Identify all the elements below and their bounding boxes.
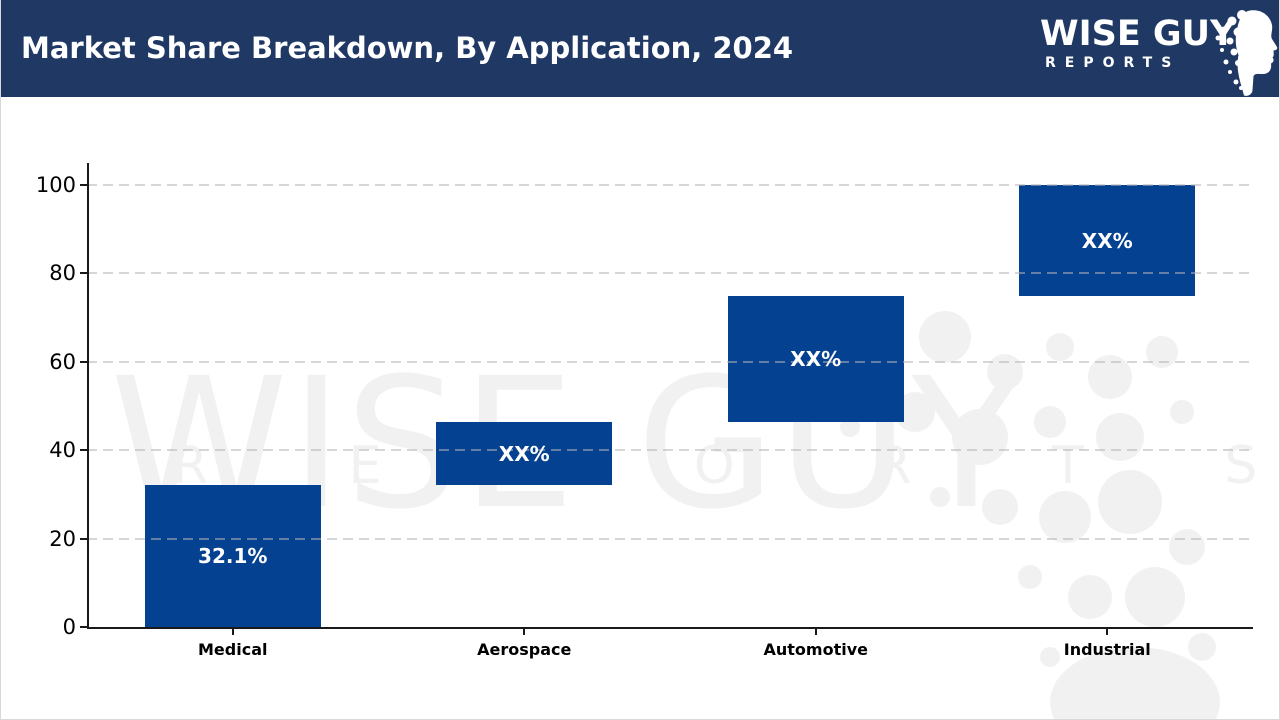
bar-label-box-aerospace: XX% xyxy=(436,422,612,485)
y-tick-mark-40 xyxy=(80,449,87,452)
y-tick-label-100: 100 xyxy=(35,173,76,197)
page-title: Market Share Breakdown, By Application, … xyxy=(21,31,794,65)
x-axis-spine xyxy=(87,627,1253,629)
x-tick-mark-aerospace xyxy=(523,629,526,635)
x-axis-label-medical: Medical xyxy=(198,640,268,659)
gridline-100 xyxy=(87,184,1253,186)
header-bar: Market Share Breakdown, By Application, … xyxy=(0,0,1280,97)
gridline-60 xyxy=(87,360,1253,363)
chart-canvas: WISE GUY R E P O R T S 0 20 40 60 80 100 32.1… xyxy=(0,97,1280,720)
bar-label-box-industrial: XX% xyxy=(1019,185,1195,296)
bar-label-box-automotive: XX% xyxy=(728,296,904,422)
x-tick-mark-automotive xyxy=(814,629,817,635)
wise-guy-face-icon xyxy=(1215,10,1278,96)
gridline-40 xyxy=(87,449,1253,452)
bar-automotive xyxy=(727,296,904,423)
y-tick-label-60: 60 xyxy=(49,349,76,374)
logo-text-sub: REPORTS xyxy=(1045,55,1181,71)
bar-value-label-industrial: XX% xyxy=(1081,228,1133,253)
y-tick-label-80: 80 xyxy=(49,261,76,286)
bar-medical xyxy=(144,485,321,627)
x-tick-mark-medical xyxy=(231,629,234,635)
y-tick-mark-80 xyxy=(80,272,87,275)
y-tick-label-0: 0 xyxy=(62,615,76,639)
y-axis-spine xyxy=(87,163,89,629)
bar-value-label-aerospace: XX% xyxy=(498,441,550,466)
x-axis-label-industrial: Industrial xyxy=(1063,640,1151,659)
x-axis-label-automotive: Automotive xyxy=(763,640,869,659)
x-tick-mark-industrial xyxy=(1106,629,1109,635)
gridline-20 xyxy=(87,537,1253,540)
y-tick-mark-100 xyxy=(80,184,87,186)
logo-text-main: WISE GUY xyxy=(1040,14,1236,54)
y-tick-mark-20 xyxy=(80,537,87,540)
gridline-80 xyxy=(87,272,1253,275)
watermark-text-sub: R E P O R T S xyxy=(172,436,1280,496)
bar-value-label-medical: 32.1% xyxy=(198,544,268,569)
y-tick-mark-0 xyxy=(80,626,87,628)
bar-industrial xyxy=(1019,185,1196,297)
y-tick-mark-60 xyxy=(80,360,87,363)
wise-guy-logo: WISE GUY REPORTS xyxy=(1040,10,1280,97)
y-tick-label-40: 40 xyxy=(49,438,76,463)
bar-label-box-medical: 32.1% xyxy=(145,485,321,627)
bar-aerospace xyxy=(436,422,613,486)
bar-value-label-automotive: XX% xyxy=(790,347,842,372)
y-tick-label-20: 20 xyxy=(49,526,76,551)
x-axis-label-aerospace: Aerospace xyxy=(477,640,572,659)
